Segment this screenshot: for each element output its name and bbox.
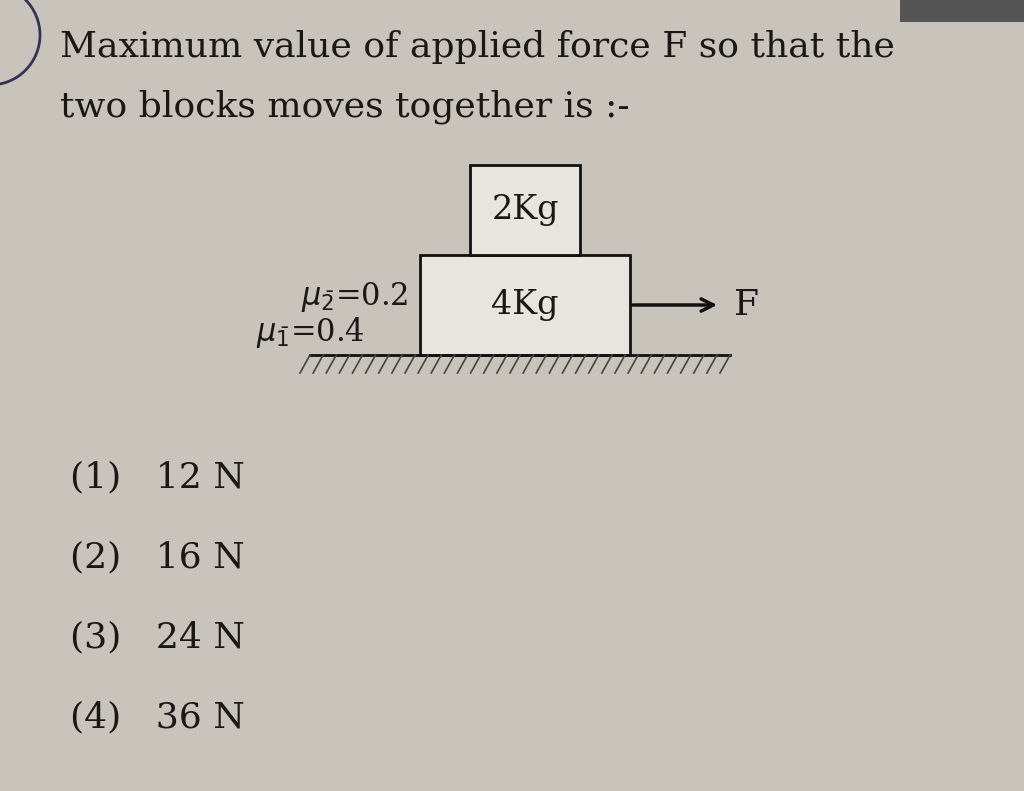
Text: $\mu_{\bar{1}}$=0.4: $\mu_{\bar{1}}$=0.4 <box>256 315 365 350</box>
Text: 4Kg: 4Kg <box>492 289 559 321</box>
Text: (3)   24 N: (3) 24 N <box>70 620 245 654</box>
Bar <box>420 255 630 355</box>
Text: Maximum value of applied force F so that the: Maximum value of applied force F so that… <box>60 30 895 64</box>
Text: (4)   36 N: (4) 36 N <box>70 700 245 734</box>
Bar <box>470 165 580 255</box>
Text: two blocks moves together is :-: two blocks moves together is :- <box>60 90 630 124</box>
Text: F: F <box>734 288 759 322</box>
Text: $\mu_{\bar{2}}$=0.2: $\mu_{\bar{2}}$=0.2 <box>301 280 408 314</box>
Text: (1)   12 N: (1) 12 N <box>70 460 245 494</box>
Text: (2)   16 N: (2) 16 N <box>70 540 245 574</box>
Text: 2Kg: 2Kg <box>492 194 559 226</box>
Bar <box>900 0 1024 22</box>
